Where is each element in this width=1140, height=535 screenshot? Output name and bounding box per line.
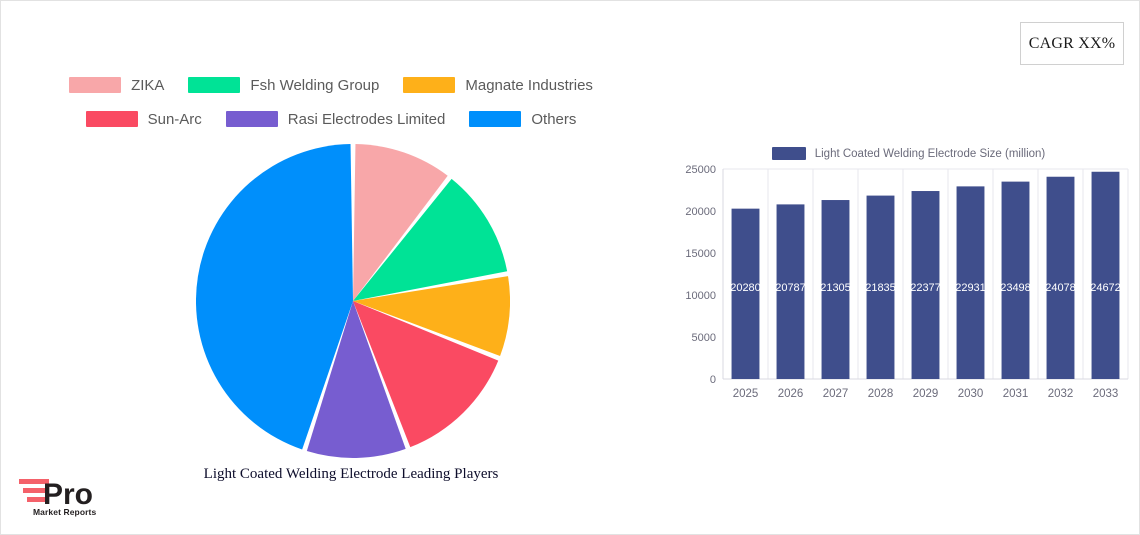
bar-2028[interactable] bbox=[866, 195, 895, 379]
legend-label-market-size: Light Coated Welding Electrode Size (mil… bbox=[814, 147, 1046, 160]
legend-label-magnate-industries: Magnate Industries bbox=[465, 76, 593, 94]
pie-slice-magnate-industries[interactable] bbox=[353, 276, 510, 356]
y-axis-tick-label: 5000 bbox=[692, 332, 716, 344]
legend-label-sun-arc: Sun-Arc bbox=[147, 110, 202, 128]
pie-slice-rasi-electrodes-limited[interactable] bbox=[306, 301, 406, 458]
x-axis-tick-label: 2028 bbox=[868, 388, 894, 400]
y-axis-tick-label: 10000 bbox=[685, 290, 716, 302]
pie-chart[interactable] bbox=[196, 144, 510, 458]
pie-slice-others[interactable] bbox=[196, 144, 353, 450]
bar-chart-legend[interactable]: Light Coated Welding Electrode Size (mil… bbox=[681, 147, 1136, 160]
legend-swatch-market-size bbox=[771, 147, 806, 160]
svg-text:Pro: Pro bbox=[43, 478, 93, 509]
pie-chart-legend: ZIKA Fsh Welding Group Magnate Industrie… bbox=[1, 71, 661, 133]
legend-label-others: Others bbox=[531, 110, 577, 128]
legend-swatch-zika bbox=[69, 77, 122, 93]
x-axis-tick-label: 2029 bbox=[913, 388, 939, 400]
legend-label-rasi-electrodes-limited: Rasi Electrodes Limited bbox=[287, 110, 446, 128]
y-axis-tick-label: 15000 bbox=[685, 248, 716, 260]
bar-2027[interactable] bbox=[821, 200, 850, 379]
legend-swatch-rasi-electrodes-limited bbox=[225, 111, 278, 127]
bar-value-label: 21305 bbox=[820, 282, 851, 294]
pie-slice-sun-arc[interactable] bbox=[353, 301, 499, 448]
bar-value-label: 21835 bbox=[865, 282, 896, 294]
x-axis-tick-label: 2030 bbox=[958, 388, 984, 400]
legend-item-fsh-welding-group[interactable]: Fsh Welding Group bbox=[188, 71, 379, 99]
legend-label-fsh-welding-group: Fsh Welding Group bbox=[250, 76, 380, 94]
bar-value-label: 23498 bbox=[1000, 282, 1031, 294]
pie-chart-title: Light Coated Welding Electrode Leading P… bbox=[203, 466, 499, 482]
y-axis-tick-label: 20000 bbox=[685, 206, 716, 218]
bar-value-label: 22377 bbox=[910, 282, 941, 294]
legend-swatch-others bbox=[469, 111, 522, 127]
logo-tagline: Market Reports bbox=[33, 507, 97, 517]
pie-chart-svg bbox=[196, 144, 510, 458]
pie-slice-fsh-welding-group[interactable] bbox=[353, 178, 508, 301]
legend-item-magnate-industries[interactable]: Magnate Industries bbox=[403, 71, 593, 99]
bar-chart-panel: Light Coated Welding Electrode Size (mil… bbox=[681, 141, 1136, 411]
legend-swatch-magnate-industries bbox=[403, 77, 456, 93]
bar-value-label: 20787 bbox=[775, 282, 806, 294]
legend-item-rasi-electrodes-limited[interactable]: Rasi Electrodes Limited bbox=[225, 105, 446, 133]
cagr-badge: CAGR XX% bbox=[1020, 22, 1124, 65]
legend-item-zika[interactable]: ZIKA bbox=[69, 71, 164, 99]
bar-2029[interactable] bbox=[911, 191, 940, 379]
bar-value-label: 24078 bbox=[1045, 282, 1076, 294]
bar-value-label: 20280 bbox=[730, 282, 761, 294]
pie-chart-panel: ZIKA Fsh Welding Group Magnate Industrie… bbox=[1, 61, 661, 501]
pro-market-reports-logo-icon: Pro bbox=[19, 478, 93, 509]
x-axis-tick-label: 2027 bbox=[823, 388, 849, 400]
legend-label-zika: ZIKA bbox=[131, 76, 165, 94]
legend-item-others[interactable]: Others bbox=[469, 105, 576, 133]
legend-swatch-sun-arc bbox=[85, 111, 138, 127]
x-axis-tick-label: 2026 bbox=[778, 388, 804, 400]
y-axis-tick-label: 0 bbox=[710, 374, 716, 386]
x-axis-tick-label: 2025 bbox=[733, 388, 759, 400]
bar-value-label: 24672 bbox=[1090, 282, 1121, 294]
bar-2033[interactable] bbox=[1091, 171, 1120, 379]
bar-chart-svg[interactable]: 0 5000 10000 15000 20000 25000 20280 20787 2130… bbox=[681, 163, 1136, 411]
brand-logo: Pro Market Reports bbox=[17, 475, 117, 523]
legend-item-sun-arc[interactable]: Sun-Arc bbox=[85, 105, 202, 133]
bar-2032[interactable] bbox=[1046, 176, 1075, 379]
x-axis-tick-label: 2032 bbox=[1048, 388, 1074, 400]
pie-slice-zika[interactable] bbox=[353, 144, 448, 301]
x-axis-tick-label: 2031 bbox=[1003, 388, 1029, 400]
bar-2031[interactable] bbox=[1001, 181, 1030, 379]
bar-2025[interactable] bbox=[731, 208, 760, 379]
y-axis-tick-label: 25000 bbox=[685, 164, 716, 176]
x-axis-tick-label: 2033 bbox=[1093, 388, 1119, 400]
bar-2030[interactable] bbox=[956, 186, 985, 379]
bar-2026[interactable] bbox=[776, 204, 805, 379]
cagr-badge-label: CAGR XX% bbox=[1028, 34, 1116, 52]
bar-value-label: 22931 bbox=[955, 282, 986, 294]
legend-swatch-fsh-welding-group bbox=[188, 77, 241, 93]
